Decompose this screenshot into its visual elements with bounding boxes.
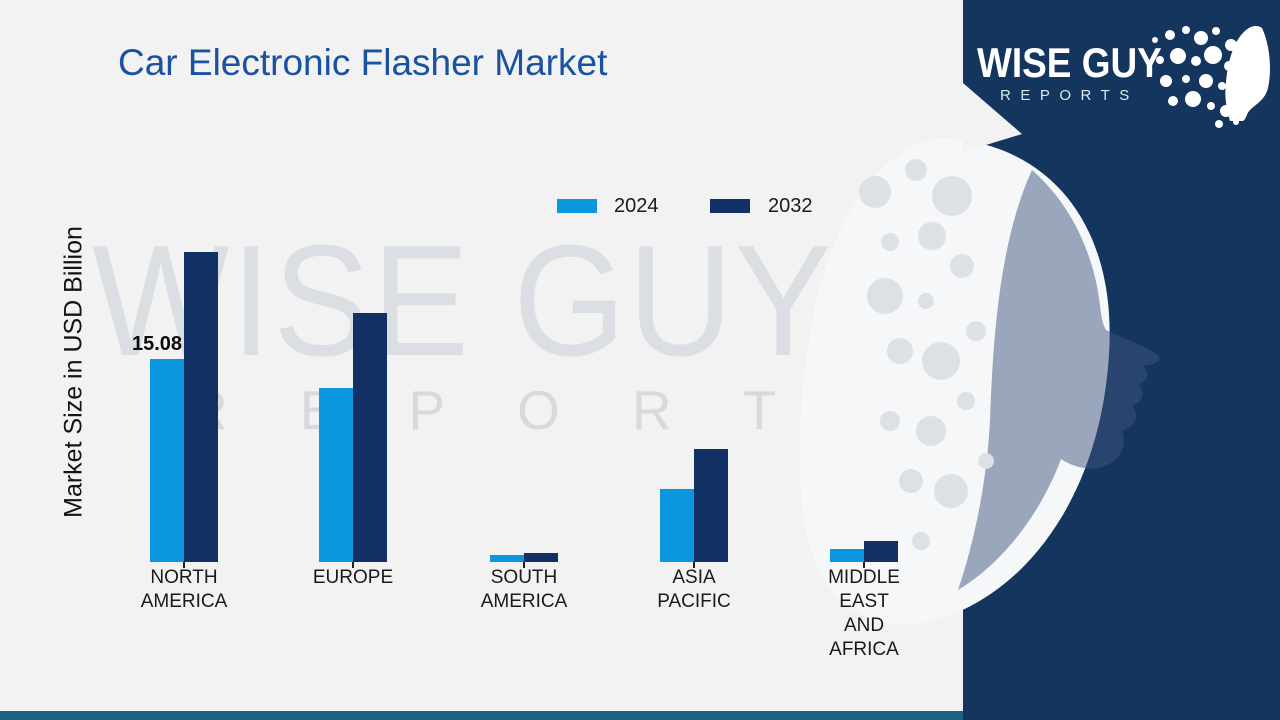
legend-label-2024: 2024 (614, 195, 659, 217)
legend-swatch-2032 (710, 199, 750, 213)
bar-2032-group3 (694, 449, 728, 562)
bar-2032-group4 (864, 541, 898, 562)
bar-2024-group0 (150, 359, 184, 562)
bar-2024-group1 (319, 388, 353, 562)
category-label: SOUTH AMERICA (480, 567, 568, 612)
footer-accent-band (0, 711, 1280, 720)
x-axis-tick (523, 562, 525, 568)
bar-value-label: 15.08 (132, 333, 183, 355)
x-axis-tick (693, 562, 695, 568)
bar-2024-group3 (660, 489, 694, 562)
bar-2024-group2 (490, 555, 524, 562)
legend-label-2032: 2032 (768, 195, 813, 217)
category-label: MIDDLE EAST AND AFRICA (828, 567, 900, 660)
bar-2032-group0 (184, 252, 218, 562)
logo-brand-text: WISE GUY (977, 39, 1162, 86)
bar-2024-group4 (830, 549, 864, 562)
x-axis-tick (183, 562, 185, 568)
page-title: Car Electronic Flasher Market (118, 42, 608, 83)
bar-2032-group2 (524, 553, 558, 562)
x-axis-tick (352, 562, 354, 568)
bar-2032-group1 (353, 313, 387, 562)
legend-swatch-2024 (557, 199, 597, 213)
category-label: ASIA PACIFIC (657, 567, 731, 612)
logo-sub-text: REPORTS (1000, 87, 1139, 104)
category-label: EUROPE (312, 567, 394, 588)
category-label: NORTH AMERICA (140, 567, 228, 612)
